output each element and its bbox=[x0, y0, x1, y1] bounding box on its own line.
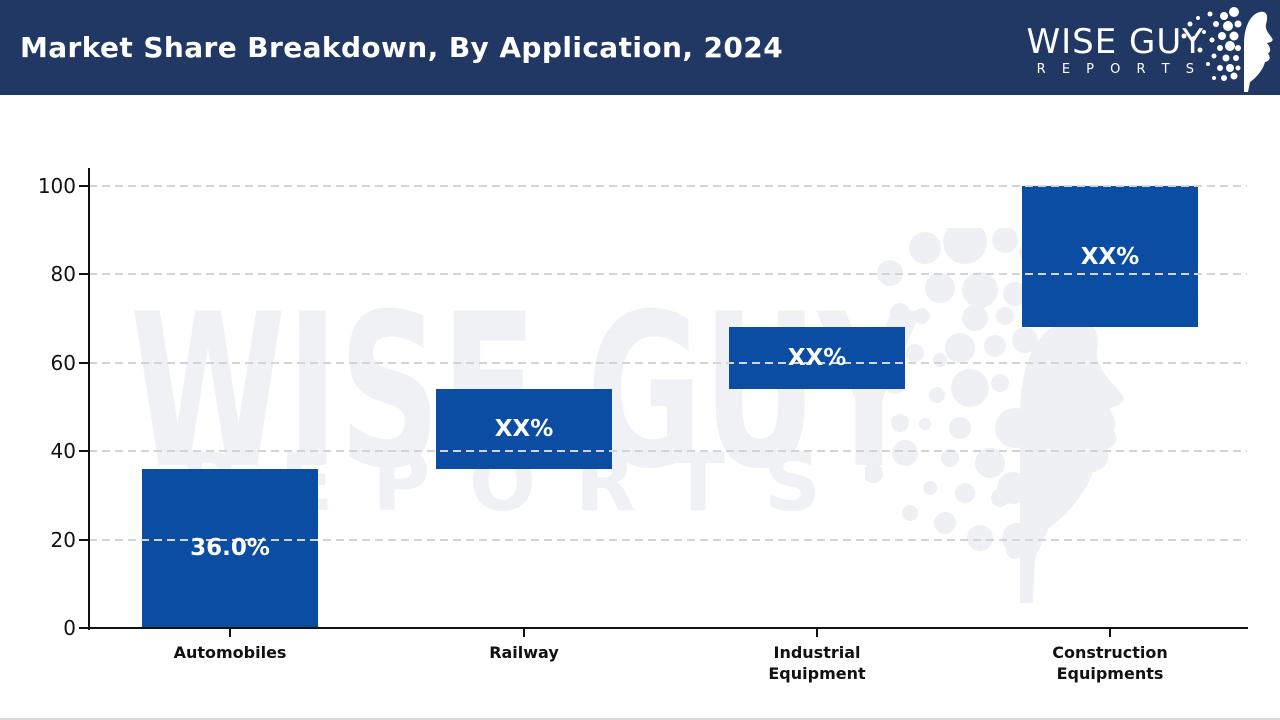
bar-railway bbox=[436, 389, 612, 469]
y-tick-80 bbox=[79, 273, 88, 276]
gridline-40 bbox=[89, 450, 1247, 453]
y-tick-label-0: 0 bbox=[63, 616, 76, 640]
x-label-construction-equipments: Construction Equipments bbox=[1052, 643, 1168, 683]
bar-construction-equipments bbox=[1022, 186, 1198, 328]
y-tick-label-40: 40 bbox=[50, 439, 76, 464]
bar-value-label: XX% bbox=[787, 345, 847, 372]
gridline-100 bbox=[89, 185, 1247, 187]
y-axis-line bbox=[88, 168, 90, 630]
page-title: Market Share Breakdown, By Application, … bbox=[20, 31, 784, 64]
gridline-60 bbox=[89, 361, 1247, 364]
x-axis-line bbox=[88, 627, 1248, 629]
x-tick-automobiles bbox=[229, 628, 231, 637]
page-bottom-border bbox=[0, 718, 1280, 720]
y-tick-40 bbox=[79, 450, 88, 453]
y-tick-label-100: 100 bbox=[37, 174, 76, 198]
bar-value-label: XX% bbox=[494, 416, 554, 443]
y-tick-0 bbox=[79, 627, 88, 629]
report-header: Market Share Breakdown, By Application, … bbox=[0, 0, 1280, 95]
x-label-railway: Railway bbox=[489, 643, 559, 662]
bar-industrial-equipment bbox=[729, 327, 905, 390]
x-tick-railway bbox=[523, 628, 525, 637]
y-tick-label-20: 20 bbox=[50, 527, 76, 552]
wiseguy-logo: WISE GUY R E P O R T S bbox=[1022, 0, 1273, 95]
gridline-80 bbox=[89, 273, 1247, 276]
y-tick-label-80: 80 bbox=[50, 262, 76, 287]
gridline-20 bbox=[89, 538, 1247, 541]
logo-subtitle: R E P O R T S bbox=[1036, 62, 1200, 77]
x-tick-industrial-equipment bbox=[816, 628, 818, 637]
bar-value-label: XX% bbox=[1080, 243, 1140, 270]
logo-face-icon bbox=[1181, 7, 1273, 92]
logo-wordmark: WISE GUY bbox=[1026, 22, 1204, 62]
y-tick-label-60: 60 bbox=[50, 350, 76, 375]
y-tick-100 bbox=[79, 185, 88, 187]
x-tick-construction-equipments bbox=[1109, 628, 1111, 637]
y-tick-60 bbox=[79, 361, 88, 364]
bar-value-label: 36.0% bbox=[190, 535, 270, 562]
bar-automobiles bbox=[142, 468, 318, 628]
x-label-industrial-equipment: Industrial Equipment bbox=[768, 643, 866, 683]
waterfall-chart: 36.0% XX% XX% XX% 0 20 40 60 80 100 Automobiles Rai… bbox=[0, 95, 1280, 720]
y-tick-20 bbox=[79, 538, 88, 541]
x-label-automobiles: Automobiles bbox=[173, 643, 287, 662]
